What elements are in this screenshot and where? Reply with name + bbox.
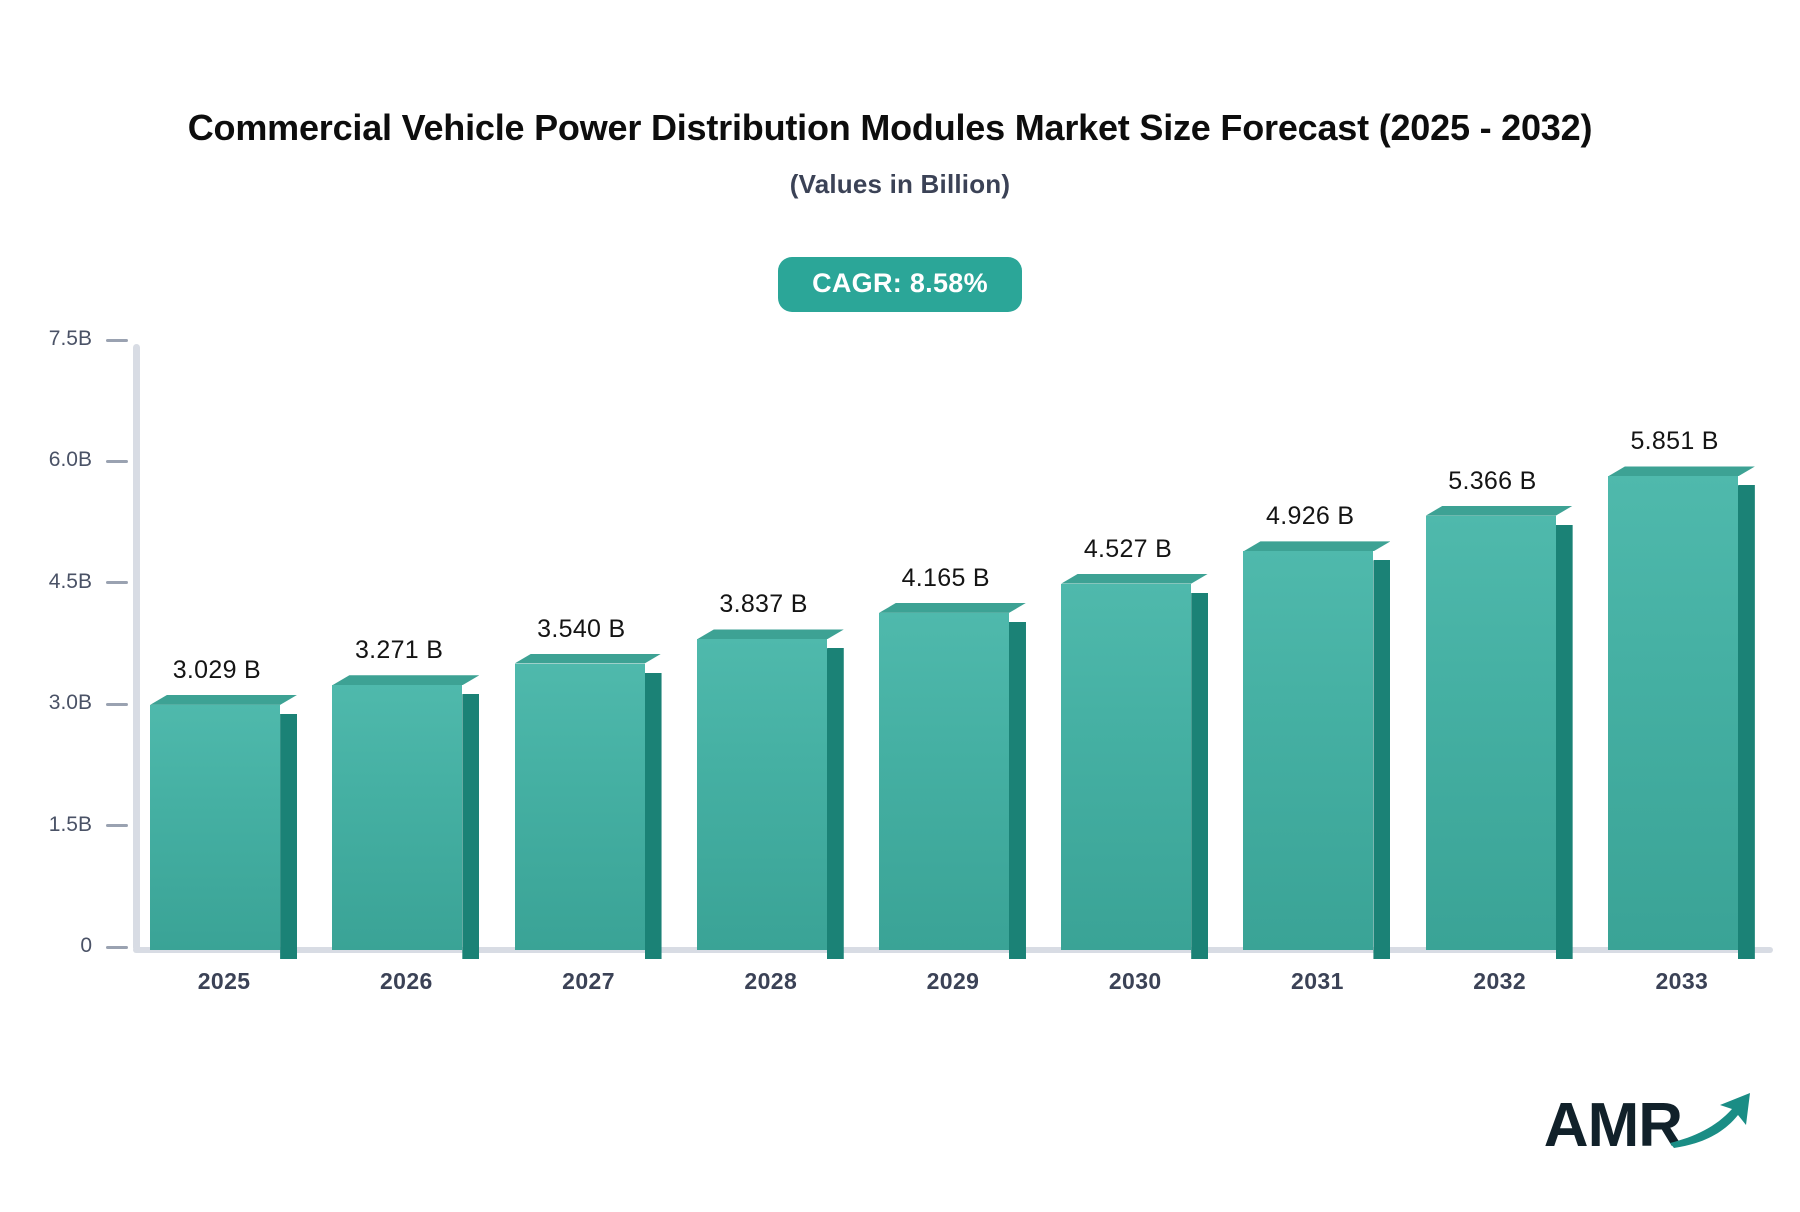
bar-top-face [1607,466,1755,477]
x-axis-label: 2027 [562,968,615,994]
bar[interactable]: 4.926 B [1243,502,1391,959]
bar-value-label: 4.165 B [901,563,990,592]
bar-slot: 4.527 B [1061,330,1209,959]
bar-top-face [514,653,662,664]
bar-slot: 3.837 B [696,330,845,959]
x-axis-label: 2025 [197,968,251,994]
y-axis-line [133,344,140,951]
y-axis-tick-label: 1.5B [48,812,92,836]
bar-side-face [644,672,662,959]
bar-front-face [332,685,480,959]
bar-value-label: 5.366 B [1448,466,1537,495]
bar-value-label: 3.540 B [537,614,626,643]
y-axis-tick-label: 3.0B [48,691,92,715]
bar-side-face [1737,485,1755,959]
growth-arrow-icon [1668,1091,1754,1154]
bar-front-face [514,663,662,959]
y-axis-tick-mark [106,824,128,828]
bar-top-face [696,629,844,640]
x-axis-label: 2033 [1655,968,1709,994]
x-axis-label: 2030 [1108,968,1162,994]
bar-side-face [1555,524,1573,959]
bar-front-face [1425,515,1573,959]
bar-front-face [1607,476,1755,959]
bar-front-face [1243,551,1391,959]
x-axis-label: 2028 [744,968,798,994]
bar-side-face [1373,560,1391,959]
cagr-badge-wrapper: CAGR: 8.58% [0,257,1800,312]
bar-top-face [1061,573,1209,584]
y-axis-tick-mark [106,945,128,949]
x-axis-labels: 2025 2026 2027 2028 2029 2030 2031 2032 2033 [133,968,1773,995]
y-axis-tick-label: 6.0B [48,448,92,472]
y-axis-tick-mark [106,459,128,463]
bar-top-face [150,694,298,705]
bar-slot: 4.926 B [1243,330,1391,959]
bar-top-face [1425,505,1573,516]
bar-slot: 5.366 B [1425,330,1574,959]
bar-series: 3.029 B 3.271 B 3.540 B 3.837 B 4.165 B 4.527… [133,330,1773,959]
bar-top-face [878,602,1026,613]
bar-top-face [332,675,480,686]
bar-slot: 5.851 B [1607,330,1756,959]
chart-subtitle: (Values in Billion) [789,168,1011,199]
bar[interactable]: 3.029 B [150,656,298,959]
y-axis-tick-mark [106,338,128,342]
bar-value-label: 5.851 B [1630,427,1719,456]
x-axis-label: 2026 [379,968,433,994]
bar[interactable]: 3.271 B [332,636,480,959]
bar-value-label: 3.271 B [354,636,444,665]
y-axis-tick-label: 0 [80,934,92,957]
bar[interactable]: 5.366 B [1425,467,1573,959]
bar-slot: 3.029 B [150,330,298,959]
chart-title: Commercial Vehicle Power Distribution Mo… [187,107,1593,148]
bar-top-face [1243,541,1391,552]
bar-value-label: 3.837 B [719,590,808,619]
bar[interactable]: 4.165 B [878,564,1026,959]
bar-value-label: 4.527 B [1083,534,1173,563]
bar-slot: 3.271 B [332,330,480,959]
bar-side-face [826,648,844,959]
logo-text: AMR [1543,1091,1683,1161]
bar-front-face [150,704,298,959]
bar-value-label: 3.029 B [172,655,262,684]
bar-value-label: 4.926 B [1266,502,1355,531]
bar[interactable]: 5.851 B [1607,427,1755,959]
bar[interactable]: 3.837 B [696,590,844,959]
bar-slot: 4.165 B [878,330,1027,959]
y-axis-tick-mark [106,702,128,706]
bar-slot: 3.540 B [514,330,663,959]
plot-area: 0 1.5B 3.0B 4.5B 6.0B 7.5B 3.029 B 3.271 B 3.54… [0,327,1800,994]
cagr-badge: CAGR: 8.58% [778,257,1022,312]
x-axis-label: 2031 [1291,968,1344,994]
bar-side-face [280,713,298,959]
bar-front-face [696,639,844,959]
bar-side-face [1191,592,1209,959]
bar-side-face [462,694,480,959]
x-axis-label: 2029 [926,968,980,994]
bar-side-face [1008,621,1026,959]
bar[interactable]: 4.527 B [1061,535,1209,959]
bar-front-face [878,612,1026,959]
y-axis-tick-mark [106,581,128,585]
chart-header: Commercial Vehicle Power Distribution Mo… [0,0,1800,200]
x-axis-line [133,947,1773,953]
bar-front-face [1061,583,1209,959]
x-axis-label: 2032 [1473,968,1527,994]
y-axis-tick-label: 4.5B [48,569,92,593]
amr-logo: AMR [1543,1091,1754,1161]
bar[interactable]: 3.540 B [514,615,662,959]
y-axis-tick-label: 7.5B [48,327,92,350]
